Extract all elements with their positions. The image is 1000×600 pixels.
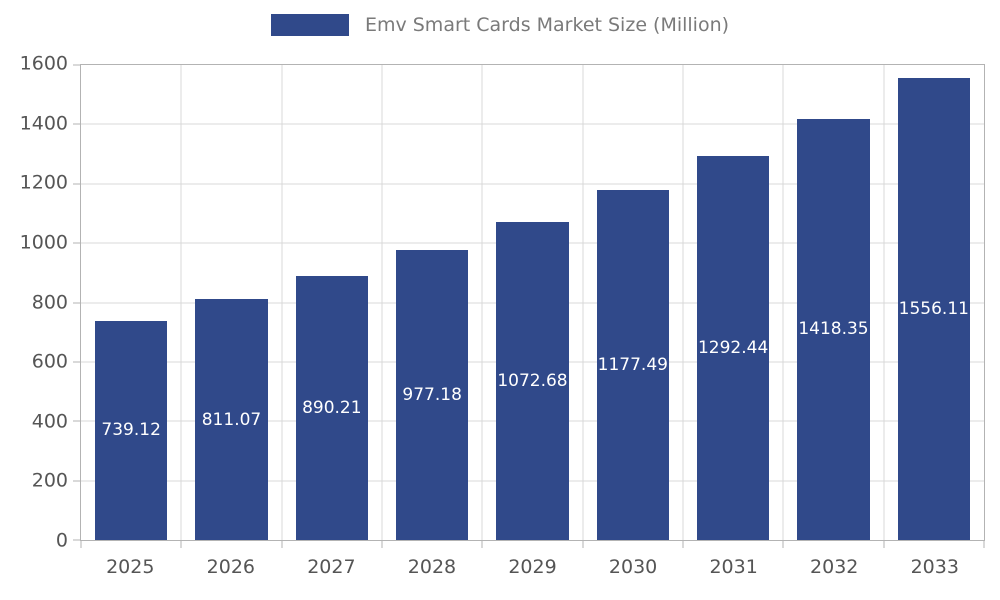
x-tick-mark [481, 540, 483, 548]
bar-value-label: 977.18 [402, 384, 462, 405]
gridline-vertical [883, 65, 885, 540]
bar-value-label: 811.07 [201, 409, 262, 430]
gridline-vertical [481, 65, 483, 540]
x-tick-label: 2027 [307, 556, 356, 578]
gridline-horizontal [81, 183, 984, 185]
y-tick-label: 1000 [19, 231, 68, 254]
x-tick-label: 2028 [407, 556, 457, 578]
y-tick-label: 1200 [19, 171, 68, 194]
chart-title: Emv Smart Cards Market Size (Million) [364, 14, 730, 36]
y-tick-mark [73, 64, 81, 66]
gridline-vertical [381, 65, 383, 540]
x-tick-mark [582, 540, 584, 548]
gridline-vertical [281, 65, 283, 540]
y-tick-label: 200 [31, 469, 68, 492]
gridline-vertical [782, 65, 784, 540]
bar-value-label: 890.21 [302, 397, 362, 418]
gridline-vertical [682, 65, 684, 540]
bar: 739.12 [95, 320, 168, 540]
y-tick-label: 800 [31, 291, 68, 313]
y-tick-label: 1600 [19, 52, 68, 75]
bar: 1556.11 [897, 78, 970, 540]
chart-legend: Emv Smart Cards Market Size (Million) [0, 14, 1000, 36]
x-tick-mark [281, 540, 283, 548]
gridline-vertical [582, 65, 584, 540]
x-tick-label: 2029 [508, 556, 557, 578]
bar: 890.21 [295, 275, 368, 540]
y-tick-mark [73, 539, 81, 541]
y-axis-labels: 0 200 400 600 800 1000 1200 1400 1600 [0, 54, 68, 550]
bar-value-label: 1292.44 [697, 338, 769, 359]
y-tick-mark [73, 302, 81, 303]
bar-value-label: 1418.35 [798, 319, 869, 340]
x-tick-mark [682, 540, 684, 548]
plot-area: 739.12 811.07 890.21 977.18 1072.68 1177.49 12… [73, 64, 985, 548]
x-tick-label: 2033 [910, 556, 959, 578]
bar: 1418.35 [797, 118, 870, 540]
x-tick-mark [983, 540, 985, 548]
x-tick-label: 2032 [810, 556, 859, 578]
x-tick-label: 2031 [709, 556, 758, 578]
bar: 811.07 [195, 299, 268, 540]
x-tick-mark [782, 540, 784, 548]
gridline-horizontal [81, 123, 984, 125]
legend-swatch [270, 14, 349, 36]
bar-value-label: 1072.68 [497, 370, 568, 391]
bar-value-label: 739.12 [101, 420, 161, 441]
bar: 1072.68 [496, 221, 569, 540]
x-tick-mark [180, 540, 182, 548]
x-tick-label: 2026 [206, 556, 256, 578]
y-tick-mark [73, 183, 81, 185]
gridline-vertical [180, 65, 182, 540]
x-tick-mark [381, 540, 383, 548]
y-tick-label: 0 [55, 529, 68, 552]
y-tick-mark [73, 123, 81, 125]
y-tick-mark [73, 361, 81, 363]
bar-value-label: 1556.11 [898, 299, 969, 320]
bar-value-label: 1177.49 [597, 355, 668, 376]
x-tick-mark [80, 540, 82, 548]
x-tick-mark [883, 540, 885, 548]
y-tick-label: 1400 [19, 112, 68, 135]
bar: 1292.44 [697, 156, 770, 540]
y-tick-mark [73, 242, 81, 244]
x-tick-label: 2025 [106, 556, 155, 578]
y-tick-mark [73, 420, 81, 422]
x-axis-labels: 2025 2026 2027 2028 2029 2030 2031 2032 2033 [80, 556, 985, 578]
y-tick-label: 600 [31, 350, 68, 373]
y-tick-mark [73, 480, 81, 482]
bar: 1177.49 [596, 190, 669, 540]
y-tick-label: 400 [31, 410, 68, 433]
bar: 977.18 [396, 249, 469, 540]
x-tick-label: 2030 [608, 556, 658, 578]
